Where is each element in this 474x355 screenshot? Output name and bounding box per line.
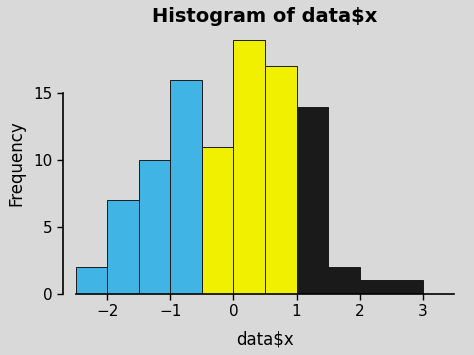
Title: Histogram of data$x: Histogram of data$x (152, 7, 378, 26)
Bar (265, 66, 297, 294)
X-axis label: data$x: data$x (236, 330, 294, 348)
Bar (360, 280, 391, 294)
Bar (75, 267, 107, 294)
Bar (233, 40, 265, 294)
Bar (297, 106, 328, 294)
Bar (328, 267, 360, 294)
Y-axis label: Frequency: Frequency (7, 120, 25, 206)
Bar (107, 200, 139, 294)
Bar (170, 80, 202, 294)
Bar (391, 280, 423, 294)
Bar (139, 160, 170, 294)
Bar (202, 147, 233, 294)
